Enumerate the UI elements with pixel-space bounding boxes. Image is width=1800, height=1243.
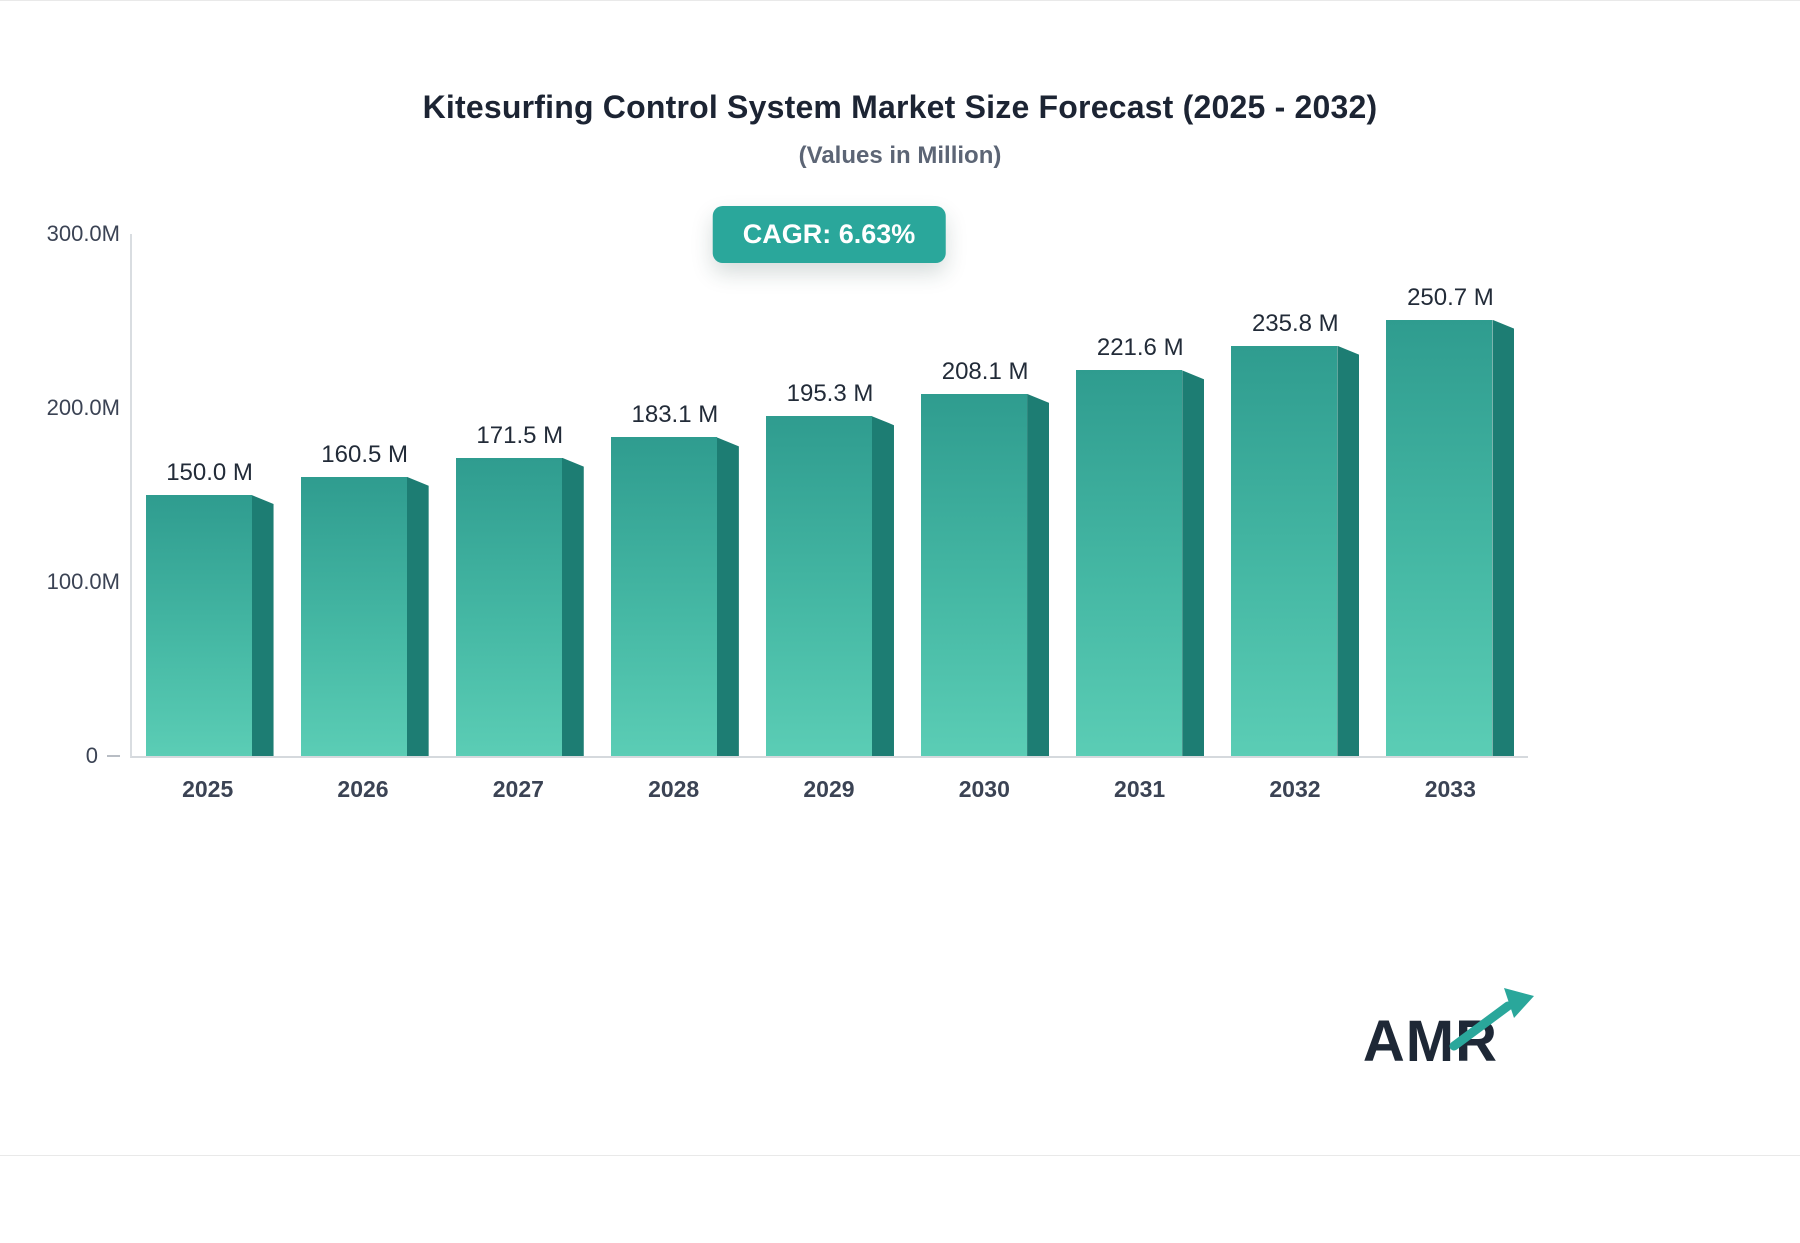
x-axis-label: 2026	[337, 776, 389, 802]
x-axis-labels: 2025 2026 2027 2028 2029 2030 2031 2032 2033	[130, 776, 1528, 803]
bar-side-face	[1337, 345, 1360, 756]
bar-column: 250.7 M	[1373, 234, 1528, 756]
x-axis-label: 2031	[1114, 776, 1166, 802]
x-axis-label: 2025	[182, 776, 234, 802]
bar-front-face	[455, 457, 562, 756]
bar-value-label: 221.6 M	[1096, 334, 1184, 362]
growth-arrow-icon	[1449, 988, 1534, 1051]
cagr-badge: CAGR: 6.63%	[712, 206, 946, 263]
x-axis-label: 2030	[958, 776, 1010, 802]
bar-side-face	[1182, 370, 1205, 756]
bar-front-face	[921, 393, 1028, 756]
bar-side-face	[1027, 393, 1050, 756]
chart-title: Kitesurfing Control System Market Size F…	[422, 89, 1378, 125]
plot-area: 150.0 M 160.5 M 171.5 M 183.1 M 195.3 M 208.1…	[130, 234, 1528, 758]
bar-front-face	[145, 495, 252, 756]
bar-side-face	[871, 416, 894, 756]
amr-logo-text: AMR	[1362, 1009, 1498, 1074]
bar[interactable]	[610, 437, 739, 756]
bar-column: 221.6 M	[1063, 234, 1218, 756]
x-axis-label: 2027	[492, 776, 544, 802]
bar[interactable]	[145, 495, 274, 756]
bar-value-label: 171.5 M	[476, 421, 564, 449]
plot-wrap: CAGR: 6.63% 150.0 M 160.5 M 171.5 M 183.1 M…	[130, 206, 1528, 803]
bar-front-face	[1231, 345, 1338, 756]
bar-front-face	[1076, 370, 1183, 756]
bar[interactable]	[765, 416, 894, 756]
chart-subtitle: (Values in Million)	[798, 142, 1002, 169]
bar[interactable]	[1076, 370, 1205, 756]
bar-front-face	[610, 437, 717, 756]
bar-column: 160.5 M	[287, 234, 442, 756]
bar-value-label: 150.0 M	[166, 459, 253, 486]
bar[interactable]	[1231, 345, 1360, 756]
bar-side-face	[716, 437, 739, 756]
axis-tick	[107, 755, 120, 757]
bar-column: 183.1 M	[597, 234, 752, 756]
bar[interactable]	[455, 457, 584, 756]
bar-front-face	[300, 476, 407, 756]
x-axis-label: 2028	[648, 776, 700, 802]
bar-value-label: 235.8 M	[1251, 309, 1339, 337]
bar[interactable]	[921, 393, 1050, 756]
y-axis-label: 100.0M	[46, 569, 120, 594]
bar-side-face	[1492, 319, 1515, 756]
bar-side-face	[251, 495, 274, 756]
x-axis-label: 2033	[1424, 776, 1476, 802]
x-axis-label: 2029	[803, 776, 855, 802]
bar-column: 235.8 M	[1218, 234, 1373, 756]
bar-column: 171.5 M	[442, 234, 597, 756]
bar-side-face	[406, 476, 429, 756]
page: Kitesurfing Control System Market Size F…	[0, 89, 1800, 1243]
y-axis-label: 0	[26, 743, 130, 769]
bar-value-label: 195.3 M	[786, 380, 874, 408]
bar-front-face	[1386, 319, 1493, 756]
y-axis-label: 300.0M	[46, 221, 120, 246]
bar-value-label: 250.7 M	[1407, 283, 1494, 311]
bar-value-label: 208.1 M	[941, 357, 1029, 385]
bar-value-label: 183.1 M	[631, 401, 719, 429]
bar[interactable]	[1386, 319, 1515, 756]
bar-column: 208.1 M	[908, 234, 1063, 756]
y-axis-label: 200.0M	[46, 395, 120, 420]
y-axis-labels: 300.0M 200.0M 100.0M 0	[26, 221, 130, 768]
bar-column: 195.3 M	[752, 234, 907, 756]
x-axis-label: 2032	[1269, 776, 1321, 802]
bar-column: 150.0 M	[132, 234, 287, 756]
amr-logo: AMR	[1362, 988, 1534, 1075]
bar-value-label: 160.5 M	[321, 440, 409, 468]
bar-front-face	[765, 416, 872, 756]
bar[interactable]	[300, 476, 429, 756]
bar-side-face	[561, 457, 584, 756]
